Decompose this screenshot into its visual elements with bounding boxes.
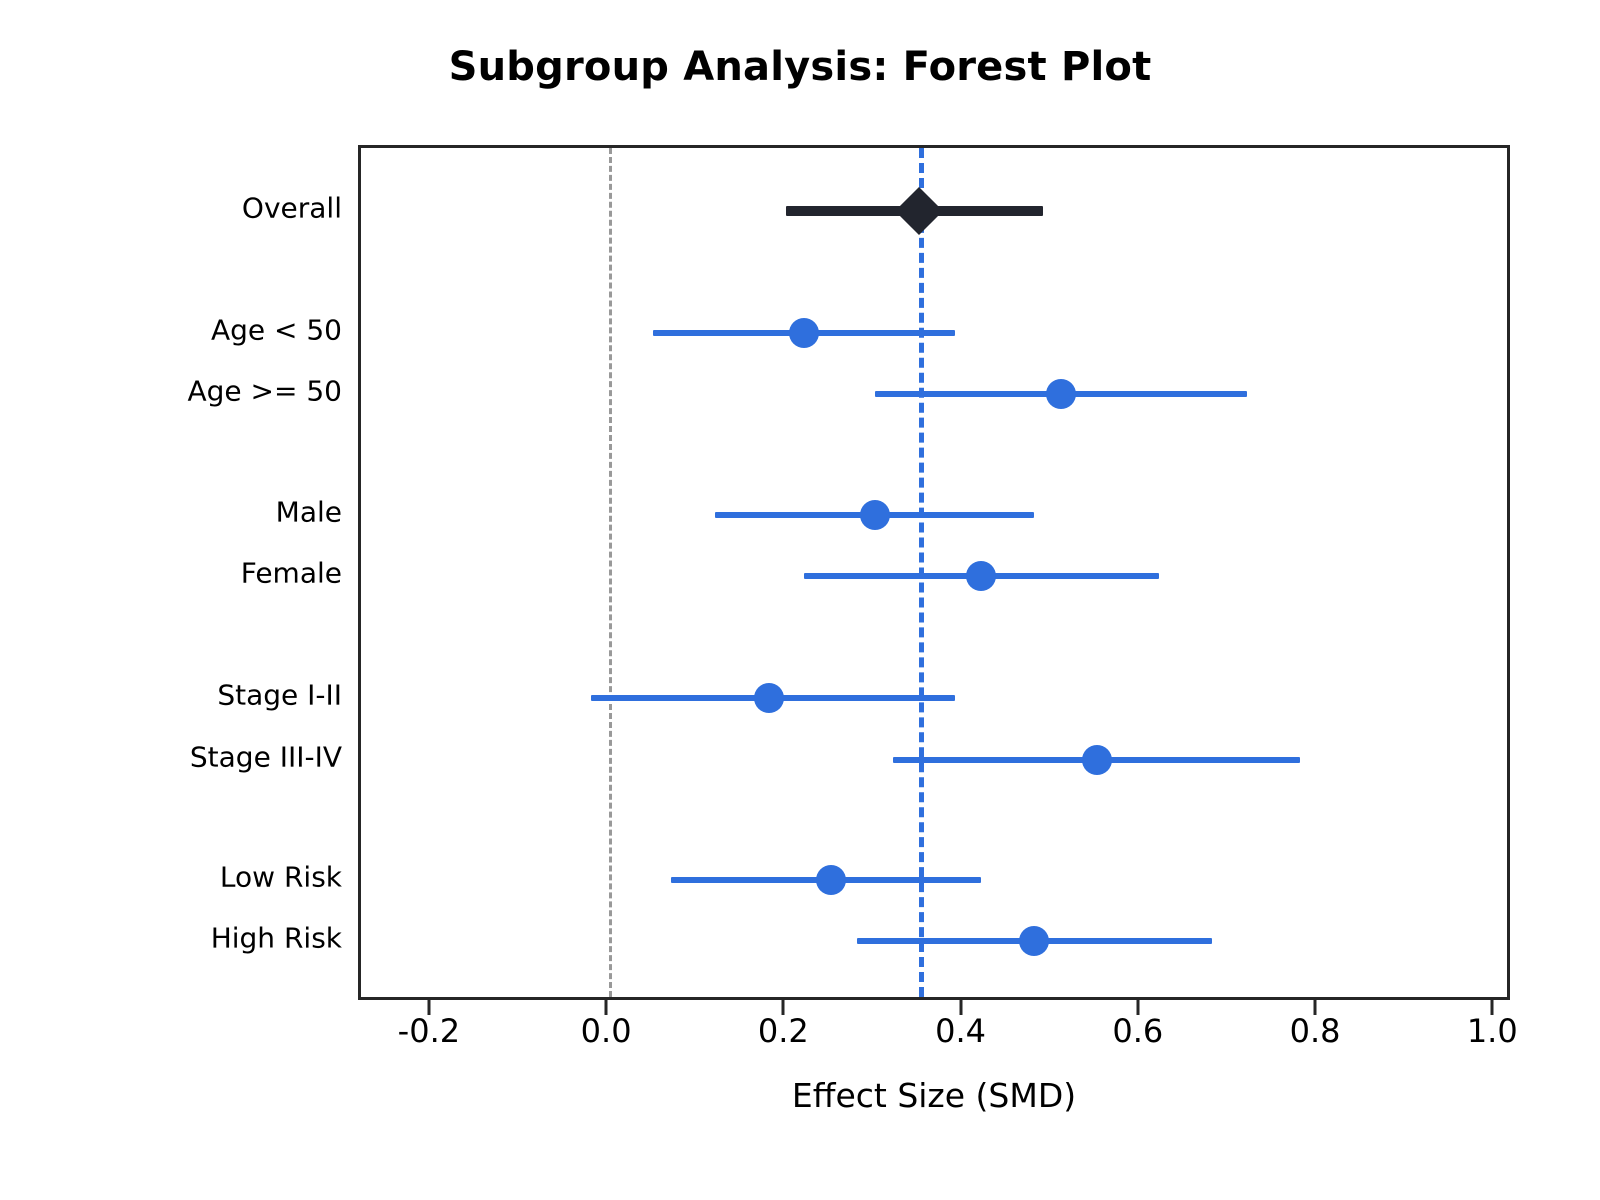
effect-point-marker bbox=[966, 561, 997, 591]
pooled-effect-line bbox=[919, 148, 925, 997]
x-tick-mark bbox=[1313, 1000, 1317, 1015]
plot-inner bbox=[361, 148, 1507, 997]
x-tick-label: 0.4 bbox=[935, 1012, 987, 1050]
x-tick-mark bbox=[1136, 1000, 1140, 1015]
x-tick-mark bbox=[959, 1000, 963, 1015]
x-tick-mark bbox=[781, 1000, 785, 1015]
y-tick-label-high-risk: High Risk bbox=[210, 921, 342, 955]
summary-diamond-marker bbox=[895, 186, 944, 236]
y-tick-label-overall: Overall bbox=[241, 191, 342, 225]
y-tick-label-stage-i-ii: Stage I-II bbox=[217, 678, 342, 712]
x-tick-label: 1.0 bbox=[1466, 1012, 1518, 1050]
x-tick-label: 0.0 bbox=[580, 1012, 632, 1050]
effect-point-marker bbox=[1081, 745, 1112, 775]
x-tick-label: -0.2 bbox=[397, 1012, 461, 1050]
y-tick-label-female: Female bbox=[240, 556, 342, 590]
y-tick-label-age-50: Age >= 50 bbox=[187, 374, 342, 408]
plot-area bbox=[358, 145, 1510, 1000]
effect-point-marker bbox=[1019, 926, 1050, 956]
x-tick-label: 0.8 bbox=[1289, 1012, 1341, 1050]
effect-point-marker bbox=[815, 865, 846, 895]
y-tick-label-male: Male bbox=[275, 495, 342, 529]
effect-point-marker bbox=[789, 318, 820, 348]
y-tick-label-age-50: Age < 50 bbox=[210, 313, 342, 347]
effect-point-marker bbox=[1046, 379, 1077, 409]
y-tick-label-stage-iii-iv: Stage III-IV bbox=[189, 740, 342, 774]
x-tick-mark bbox=[604, 1000, 608, 1015]
x-axis-label: Effect Size (SMD) bbox=[791, 1076, 1077, 1115]
effect-point-marker bbox=[859, 500, 890, 530]
x-tick-label: 0.6 bbox=[1112, 1012, 1164, 1050]
y-tick-label-low-risk: Low Risk bbox=[219, 860, 342, 894]
x-tick-mark bbox=[1490, 1000, 1494, 1015]
page-title: Subgroup Analysis: Forest Plot bbox=[448, 44, 1152, 90]
null-effect-line bbox=[609, 148, 613, 997]
x-tick-label: 0.2 bbox=[757, 1012, 809, 1050]
effect-point-marker bbox=[753, 683, 784, 713]
x-tick-mark bbox=[427, 1000, 431, 1015]
